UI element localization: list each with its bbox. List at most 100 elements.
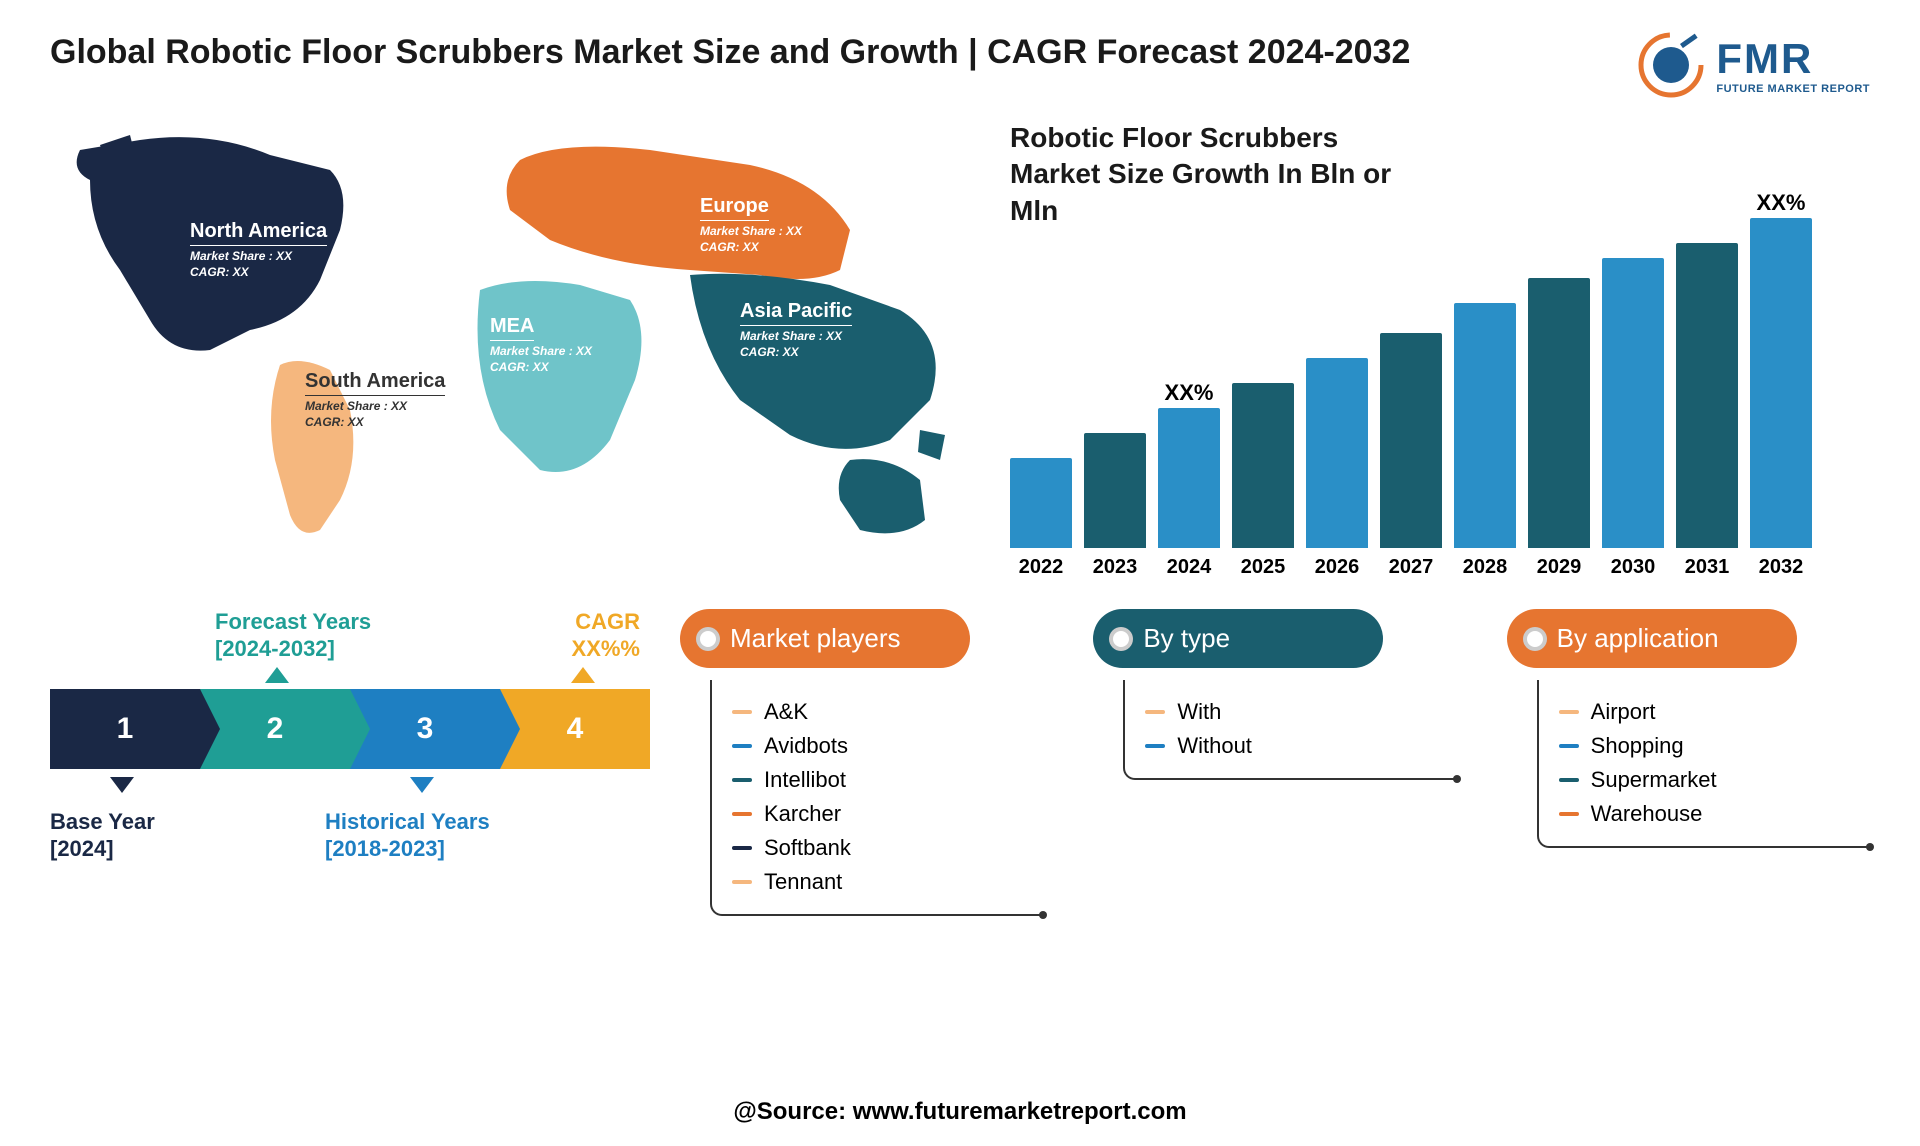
pill-header: Market players bbox=[680, 609, 970, 668]
pill-marker-icon bbox=[1559, 744, 1579, 748]
bar-rect bbox=[1232, 383, 1294, 548]
pill-section: Market players A&K Avidbots Intellibot Karch… bbox=[680, 609, 1870, 916]
label-south-america: South America Market Share : XX CAGR: XX bbox=[305, 370, 445, 430]
label-europe: Europe Market Share : XX CAGR: XX bbox=[700, 195, 802, 255]
pill-item-text: Tennant bbox=[764, 869, 842, 895]
chart-title: Robotic Floor Scrubbers Market Size Grow… bbox=[1010, 120, 1430, 229]
bar-rect bbox=[1676, 243, 1738, 548]
pill-marker-icon bbox=[732, 744, 752, 748]
pill-header: By type bbox=[1093, 609, 1383, 668]
pill-marker-icon bbox=[732, 846, 752, 850]
label-mea: MEA Market Share : XX CAGR: XX bbox=[490, 315, 592, 375]
bar-rect bbox=[1528, 278, 1590, 548]
bar-chart: 202220232024XX%2025202620272028202920302… bbox=[1010, 239, 1870, 579]
logo-icon bbox=[1636, 30, 1706, 100]
pill-item-text: Avidbots bbox=[764, 733, 848, 759]
bar-year-label: 2025 bbox=[1241, 556, 1286, 579]
pill-header: By application bbox=[1507, 609, 1797, 668]
bar-year-label: 2029 bbox=[1537, 556, 1582, 579]
bar-2029: 2029 bbox=[1528, 278, 1590, 579]
timeline-label-forecast: Forecast Years [2024-2032] bbox=[215, 609, 371, 662]
label-asia-pacific: Asia Pacific Market Share : XX CAGR: XX bbox=[740, 300, 852, 360]
bar-2031: 2031 bbox=[1676, 243, 1738, 579]
logo-subtitle: FUTURE MARKET REPORT bbox=[1716, 83, 1870, 95]
pill-item: With bbox=[1145, 695, 1456, 729]
pill-item: Avidbots bbox=[732, 729, 1043, 763]
pill-bracket: Airport Shopping Supermarket Warehouse bbox=[1537, 680, 1870, 848]
pill-item-text: Shopping bbox=[1591, 733, 1684, 759]
bar-rect bbox=[1380, 333, 1442, 548]
pill-item: Intellibot bbox=[732, 763, 1043, 797]
pill-item: Airport bbox=[1559, 695, 1870, 729]
bar-rect bbox=[1306, 358, 1368, 548]
pill-marker-icon bbox=[1559, 778, 1579, 782]
arrow-down-icon bbox=[110, 777, 134, 793]
pill-marker-icon bbox=[1559, 812, 1579, 816]
pill-marker-icon bbox=[732, 710, 752, 714]
bar-2030: 2030 bbox=[1602, 258, 1664, 579]
pill-item-text: Karcher bbox=[764, 801, 841, 827]
region-mea bbox=[478, 281, 642, 472]
bar-year-label: 2028 bbox=[1463, 556, 1508, 579]
pill-item: Shopping bbox=[1559, 729, 1870, 763]
bar-rect bbox=[1750, 218, 1812, 548]
timeline: Forecast Years [2024-2032] CAGR XX%% 123… bbox=[50, 609, 650, 769]
bar-rect bbox=[1084, 433, 1146, 548]
pill-column: By type With Without bbox=[1093, 609, 1456, 916]
bar-rect bbox=[1454, 303, 1516, 548]
pill-item-text: A&K bbox=[764, 699, 808, 725]
pill-marker-icon bbox=[1559, 710, 1579, 714]
pill-list: A&K Avidbots Intellibot Karcher Softbank Tenn… bbox=[712, 695, 1043, 899]
bar-2027: 2027 bbox=[1380, 333, 1442, 579]
bar-year-label: 2022 bbox=[1019, 556, 1064, 579]
pill-marker-icon bbox=[1145, 710, 1165, 714]
timeline-step-1: 1 bbox=[50, 689, 200, 769]
arrow-down-icon bbox=[410, 777, 434, 793]
pill-item: Karcher bbox=[732, 797, 1043, 831]
logo-brand: FMR bbox=[1716, 35, 1870, 83]
bar-year-label: 2023 bbox=[1093, 556, 1138, 579]
world-map: North America Market Share : XX CAGR: XX… bbox=[50, 120, 970, 550]
bar-2028: 2028 bbox=[1454, 303, 1516, 579]
bar-2025: 2025 bbox=[1232, 383, 1294, 579]
bar-chart-section: Robotic Floor Scrubbers Market Size Grow… bbox=[1010, 120, 1870, 579]
timeline-step-2: 2 bbox=[200, 689, 350, 769]
pill-marker-icon bbox=[732, 778, 752, 782]
bar-year-label: 2030 bbox=[1611, 556, 1656, 579]
bar-year-label: 2024 bbox=[1167, 556, 1212, 579]
timeline-label-base: Base Year [2024] bbox=[50, 809, 155, 862]
bar-2032: 2032XX% bbox=[1750, 218, 1812, 579]
pill-bracket: With Without bbox=[1123, 680, 1456, 780]
pill-item: Without bbox=[1145, 729, 1456, 763]
timeline-label-cagr: CAGR XX%% bbox=[572, 609, 640, 662]
label-north-america: North America Market Share : XX CAGR: XX bbox=[190, 220, 327, 280]
pill-marker-icon bbox=[732, 880, 752, 884]
bar-2026: 2026 bbox=[1306, 358, 1368, 579]
pill-column: By application Airport Shopping Supermarket… bbox=[1507, 609, 1870, 916]
bar-2023: 2023 bbox=[1084, 433, 1146, 579]
bar-2022: 2022 bbox=[1010, 458, 1072, 579]
timeline-steps: 1234 bbox=[50, 689, 650, 769]
pill-marker-icon bbox=[732, 812, 752, 816]
bar-2024: 2024XX% bbox=[1158, 408, 1220, 579]
pill-item: Tennant bbox=[732, 865, 1043, 899]
timeline-step-4: 4 bbox=[500, 689, 650, 769]
pill-list: With Without bbox=[1125, 695, 1456, 763]
pill-item-text: Airport bbox=[1591, 699, 1656, 725]
page-title: Global Robotic Floor Scrubbers Market Si… bbox=[50, 30, 1410, 74]
pill-item-text: Warehouse bbox=[1591, 801, 1703, 827]
pill-item-text: Supermarket bbox=[1591, 767, 1717, 793]
pill-item-text: With bbox=[1177, 699, 1221, 725]
pill-item: Softbank bbox=[732, 831, 1043, 865]
pill-list: Airport Shopping Supermarket Warehouse bbox=[1539, 695, 1870, 831]
bar-year-label: 2027 bbox=[1389, 556, 1434, 579]
bar-rect bbox=[1602, 258, 1664, 548]
bar-top-label: XX% bbox=[1165, 380, 1214, 406]
bar-year-label: 2031 bbox=[1685, 556, 1730, 579]
logo: FMR FUTURE MARKET REPORT bbox=[1636, 30, 1870, 100]
pill-item-text: Intellibot bbox=[764, 767, 846, 793]
timeline-step-3: 3 bbox=[350, 689, 500, 769]
pill-item: Warehouse bbox=[1559, 797, 1870, 831]
bar-year-label: 2026 bbox=[1315, 556, 1360, 579]
pill-item-text: Without bbox=[1177, 733, 1252, 759]
